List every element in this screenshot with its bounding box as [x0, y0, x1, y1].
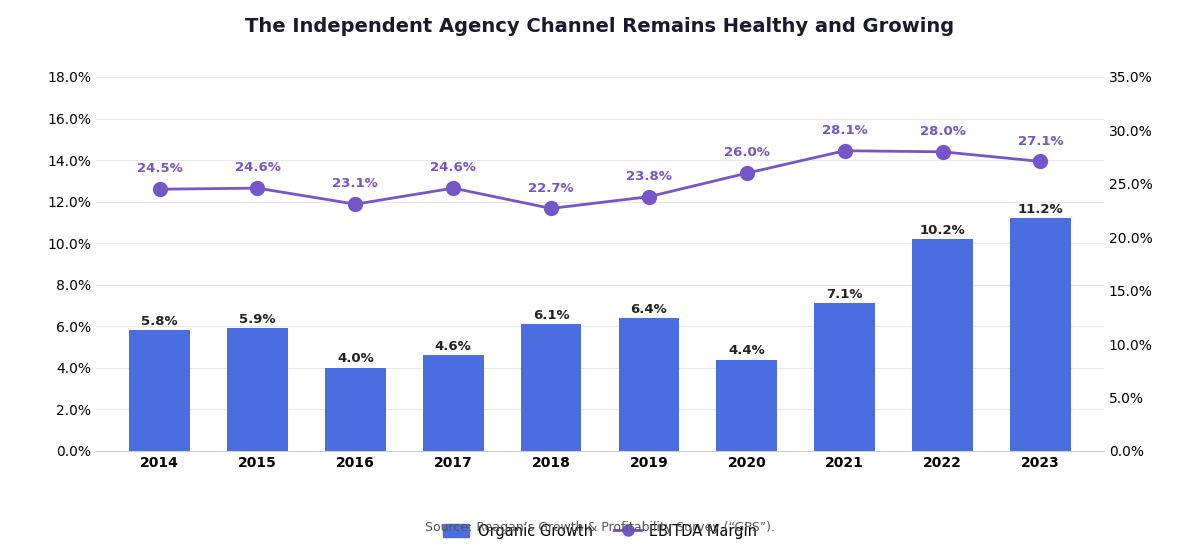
Bar	[130, 331, 190, 451]
Text: 28.1%: 28.1%	[822, 124, 868, 137]
Text: 5.9%: 5.9%	[239, 313, 276, 326]
Text: 24.6%: 24.6%	[431, 161, 476, 174]
Text: 5.8%: 5.8%	[142, 315, 178, 328]
Text: 11.2%: 11.2%	[1018, 203, 1063, 216]
Text: 10.2%: 10.2%	[919, 223, 965, 236]
Bar	[815, 304, 875, 451]
Bar	[1010, 218, 1070, 451]
Bar	[422, 355, 484, 451]
Bar	[521, 324, 582, 451]
Bar	[227, 328, 288, 451]
Text: 4.6%: 4.6%	[434, 340, 472, 353]
Bar	[618, 318, 679, 451]
Bar	[912, 239, 973, 451]
Text: 7.1%: 7.1%	[827, 288, 863, 301]
Text: 27.1%: 27.1%	[1018, 135, 1063, 147]
Text: 24.5%: 24.5%	[137, 162, 182, 175]
Text: 23.1%: 23.1%	[332, 177, 378, 190]
Text: 24.6%: 24.6%	[234, 161, 281, 174]
Text: 23.8%: 23.8%	[626, 170, 672, 183]
Text: The Independent Agency Channel Remains Healthy and Growing: The Independent Agency Channel Remains H…	[246, 16, 954, 36]
Text: 6.1%: 6.1%	[533, 309, 569, 322]
Text: 22.7%: 22.7%	[528, 182, 574, 195]
Text: 4.4%: 4.4%	[728, 344, 766, 357]
Text: Source: Reagan’s Growth & Profitability Survey (“GPS”).: Source: Reagan’s Growth & Profitability …	[425, 520, 775, 534]
Text: 4.0%: 4.0%	[337, 353, 373, 365]
Text: 26.0%: 26.0%	[724, 146, 769, 160]
Text: 6.4%: 6.4%	[630, 302, 667, 316]
Bar	[716, 360, 778, 451]
Bar	[325, 368, 385, 451]
Text: 28.0%: 28.0%	[919, 125, 966, 138]
Legend: Organic Growth, EBITDA Margin: Organic Growth, EBITDA Margin	[437, 518, 763, 545]
